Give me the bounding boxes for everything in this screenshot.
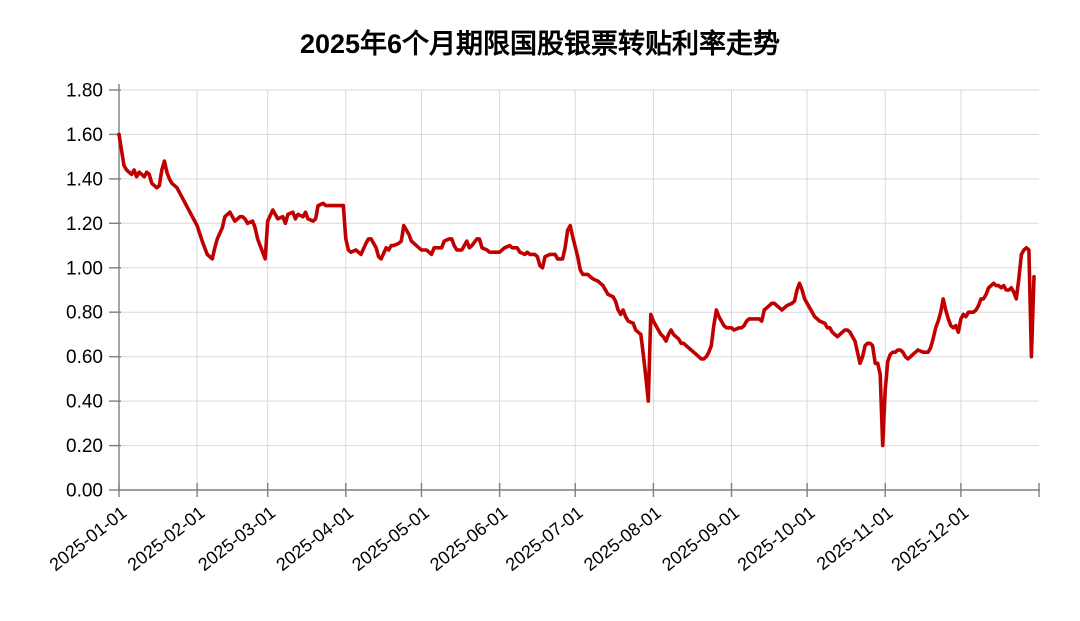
x-tick-label: 2025-11-01: [813, 502, 897, 574]
x-tick-label: 2025-01-01: [46, 502, 131, 574]
rate-line: [117, 132, 1036, 448]
y-tick-label: 0.60: [66, 347, 103, 368]
y-axis-ticks: 0.00 0.20 0.40 0.60 0.80 1.00 1.20 1.40 1.60 1.80: [66, 81, 121, 502]
axes: [118, 84, 1040, 491]
y-tick-label: 0.00: [66, 481, 103, 502]
x-tick-label: 2025-03-01: [194, 502, 279, 574]
x-tick-label: 2025-04-01: [272, 502, 357, 574]
y-tick-label: 0.40: [66, 392, 103, 413]
x-tick-label: 2025-07-01: [502, 502, 587, 574]
chart-title: 2025年6个月期限国股银票转贴利率走势: [299, 29, 781, 59]
y-tick-label: 1.80: [66, 81, 103, 102]
y-tick-label: 0.20: [66, 436, 103, 457]
y-tick-label: 1.60: [66, 125, 103, 146]
y-tick-label: 1.40: [66, 169, 103, 190]
y-tick-label: 0.80: [66, 303, 103, 324]
x-tick-label: 2025-12-01: [887, 502, 972, 574]
x-tick-label: 2025-10-01: [734, 502, 819, 574]
x-tick-label: 2025-02-01: [124, 502, 209, 574]
x-tick-label: 2025-05-01: [348, 502, 433, 574]
gridlines: [119, 89, 1039, 490]
y-tick-label: 1.00: [66, 258, 103, 279]
x-tick-label: 2025-06-01: [426, 502, 511, 574]
y-tick-label: 1.20: [66, 214, 103, 235]
x-axis-ticks: 2025-01-012025-02-012025-03-012025-04-01…: [46, 483, 1040, 575]
x-tick-label: 2025-09-01: [658, 502, 743, 574]
x-tick-label: 2025-08-01: [580, 502, 665, 574]
